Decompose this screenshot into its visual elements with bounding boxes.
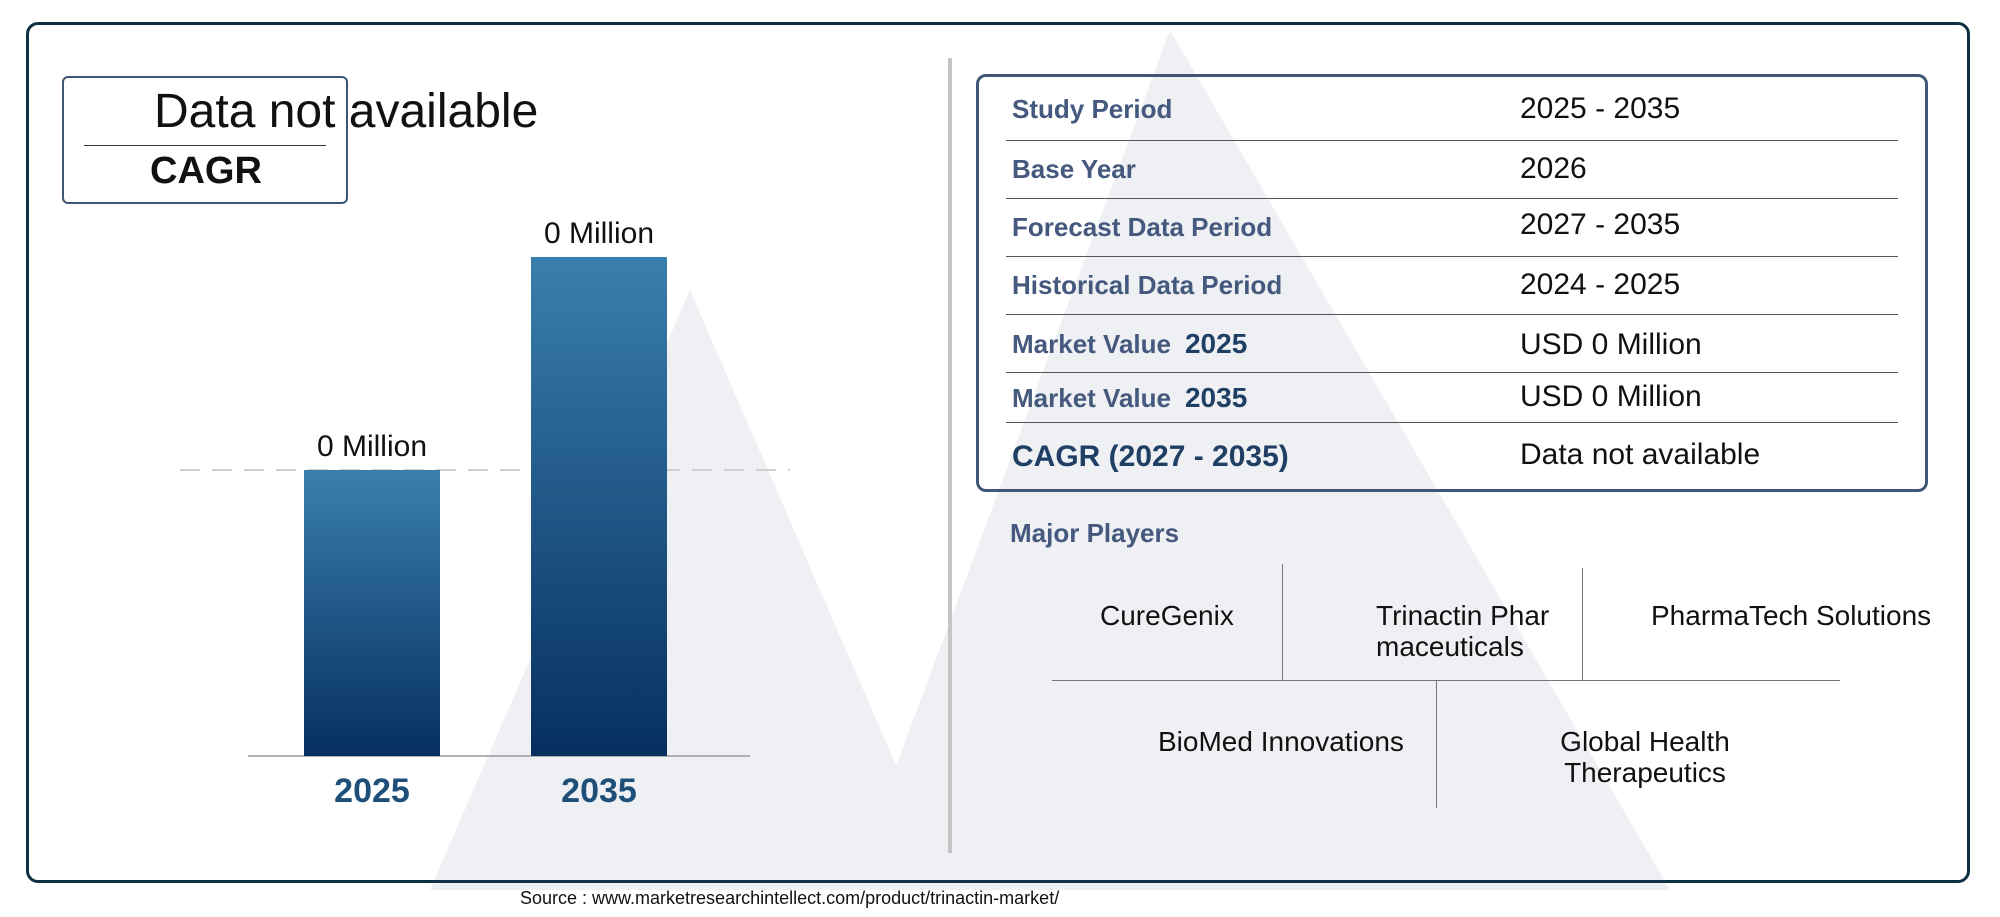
info-value: 2025 - 2035 bbox=[1520, 92, 1681, 125]
player-curegenix: CureGenix bbox=[1100, 600, 1234, 631]
info-label: Market Value 2025 bbox=[1012, 328, 1247, 360]
x-tick-label-2035: 2035 bbox=[561, 772, 637, 810]
info-label: Market Value 2035 bbox=[1012, 382, 1247, 414]
info-row-cagr: CAGR (2027 - 2035) Data not available bbox=[1006, 422, 1898, 482]
info-label-text: Market Value bbox=[1012, 329, 1171, 359]
bar-chart: 0 Million 2025 0 Million 2035 bbox=[180, 217, 790, 810]
cagr-label: CAGR bbox=[150, 150, 262, 192]
source-note: Source : www.marketresearchintellect.com… bbox=[520, 888, 1060, 908]
info-label: Forecast Data Period bbox=[1012, 212, 1273, 242]
info-value: 2027 - 2035 bbox=[1520, 208, 1681, 241]
player-global-health: Global Health Therapeutics bbox=[1560, 726, 1730, 788]
major-players-title: Major Players bbox=[1010, 518, 1180, 548]
data-label-2025: 0 Million bbox=[317, 430, 427, 463]
player-trinactin: Trinactin Pharmaceuticals bbox=[1376, 600, 1550, 662]
player-biomed: BioMed Innovations bbox=[1158, 726, 1404, 757]
info-label-text: Market Value bbox=[1012, 383, 1171, 413]
cagr-value: Data not available bbox=[154, 85, 539, 138]
info-value: USD 0 Million bbox=[1520, 328, 1702, 361]
info-label-year: 2035 bbox=[1184, 382, 1248, 413]
info-value: Data not available bbox=[1520, 438, 1761, 471]
player-pharmatech: PharmaTech Solutions bbox=[1651, 600, 1932, 631]
data-label-2035: 0 Million bbox=[544, 217, 654, 250]
cagr-box bbox=[62, 76, 348, 204]
cagr-divider bbox=[84, 145, 326, 146]
info-row-base-year: Base Year 2026 bbox=[1006, 140, 1898, 199]
info-row-historical-period: Historical Data Period 2024 - 2025 bbox=[1006, 256, 1898, 315]
player-divider bbox=[1436, 680, 1437, 808]
info-label-year: 2025 bbox=[1184, 328, 1248, 359]
info-value: USD 0 Million bbox=[1520, 380, 1702, 413]
info-row-study-period: Study Period 2025 - 2035 bbox=[1006, 80, 1898, 141]
outer-frame bbox=[26, 22, 1970, 883]
info-value: 2024 - 2025 bbox=[1520, 268, 1681, 301]
info-row-forecast-period: Forecast Data Period 2027 - 2035 bbox=[1006, 198, 1898, 257]
market-info-table bbox=[976, 74, 1928, 492]
player-divider bbox=[1282, 564, 1283, 680]
info-row-market-value-2035: Market Value 2035 USD 0 Million bbox=[1006, 372, 1898, 423]
info-label: CAGR (2027 - 2035) bbox=[1012, 440, 1289, 473]
info-label: Study Period bbox=[1012, 94, 1173, 124]
info-value: 2026 bbox=[1520, 152, 1587, 185]
info-label: Historical Data Period bbox=[1012, 270, 1283, 300]
player-divider bbox=[1582, 568, 1583, 680]
bar-2035 bbox=[531, 257, 667, 756]
bar-2025 bbox=[304, 470, 440, 756]
info-row-market-value-2025: Market Value 2025 USD 0 Million bbox=[1006, 314, 1898, 373]
info-label: Base Year bbox=[1012, 154, 1136, 184]
x-tick-label-2025: 2025 bbox=[334, 772, 410, 810]
panel-divider bbox=[948, 58, 952, 853]
player-divider bbox=[1052, 680, 1840, 681]
